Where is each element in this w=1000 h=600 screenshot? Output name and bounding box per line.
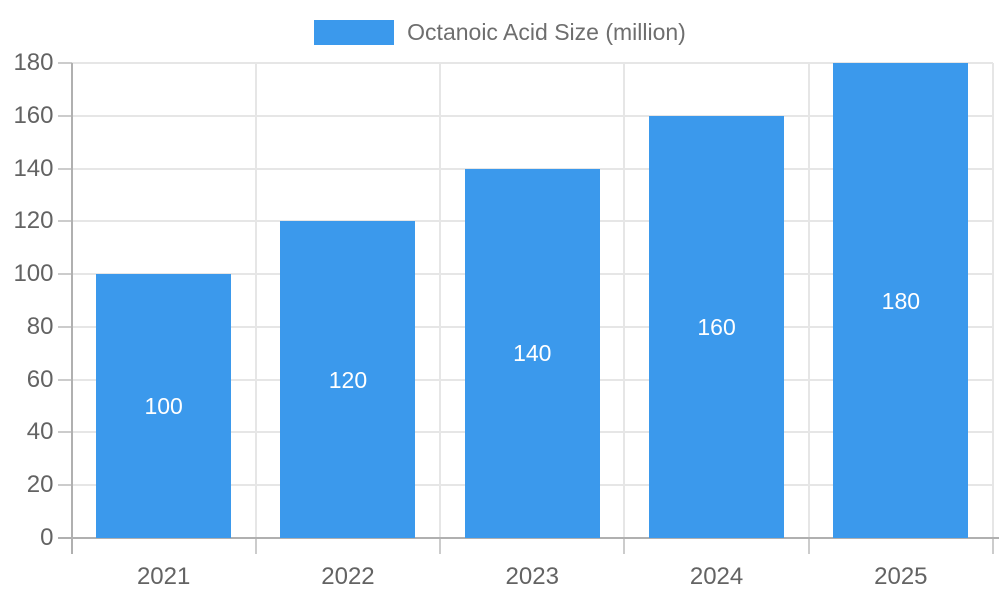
bar [649, 115, 785, 538]
x-axis-line [57, 537, 999, 539]
bar-value-label: 160 [697, 313, 736, 340]
y-tick-label: 100 [13, 260, 54, 288]
v-gridline [992, 63, 994, 538]
y-tick-label: 60 [26, 365, 54, 393]
bar-value-label: 120 [328, 366, 368, 393]
y-tick-label: 40 [26, 418, 54, 446]
y-axis-tick [57, 167, 72, 170]
x-axis-tick [992, 538, 994, 554]
y-axis-tick [57, 378, 72, 381]
legend-label: Octanoic Acid Size (million) [407, 19, 686, 45]
y-tick-label: 140 [13, 154, 54, 182]
x-tick-label: 2025 [874, 563, 928, 590]
bar [833, 63, 969, 538]
bar [280, 221, 416, 538]
bar [96, 274, 232, 538]
y-tick-label: 0 [40, 524, 54, 551]
h-gridline [71, 62, 993, 64]
y-axis-line [70, 63, 73, 554]
x-axis-tick [439, 538, 442, 554]
y-tick-label: 180 [13, 49, 54, 76]
v-gridline [254, 63, 257, 538]
bar-value-label: 180 [881, 287, 921, 314]
y-axis-tick [57, 273, 72, 276]
y-axis-tick [57, 431, 72, 434]
y-tick-label: 120 [13, 207, 54, 235]
x-tick-label: 2022 [321, 563, 375, 590]
x-tick-label: 2023 [505, 563, 559, 590]
legend-swatch[interactable] [314, 19, 395, 45]
y-axis-tick [57, 62, 72, 64]
bar-value-label: 140 [513, 340, 552, 367]
h-gridline [71, 114, 993, 117]
x-axis-tick [623, 538, 626, 554]
bar-value-label: 100 [144, 393, 183, 420]
x-tick-label: 2021 [136, 563, 191, 590]
v-gridline [623, 63, 626, 538]
y-tick-label: 80 [26, 312, 54, 340]
y-tick-label: 20 [26, 471, 54, 499]
x-axis-tick [254, 538, 257, 554]
y-axis-tick [57, 325, 72, 328]
y-tick-label: 160 [13, 101, 54, 129]
chart-legend[interactable]: Octanoic Acid Size (million) [0, 19, 1000, 45]
y-axis-tick [57, 484, 72, 487]
y-axis-tick [57, 114, 72, 117]
v-gridline [439, 63, 442, 538]
bar [464, 168, 600, 538]
v-gridline [807, 63, 810, 538]
y-axis-tick [57, 220, 72, 223]
x-tick-label: 2024 [689, 563, 744, 590]
x-axis-tick [807, 538, 810, 554]
